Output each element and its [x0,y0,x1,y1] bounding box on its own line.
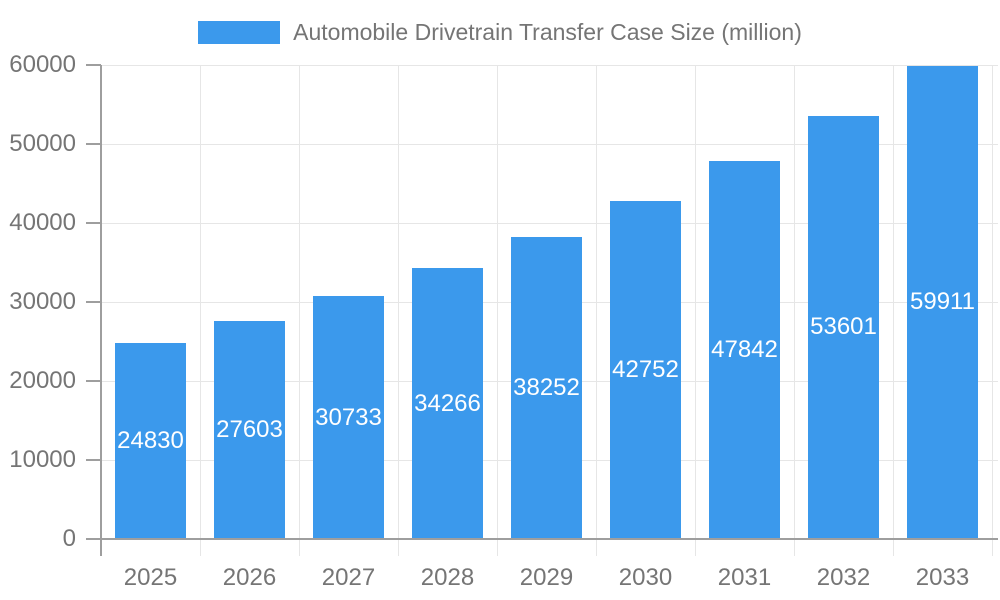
bar-value-label: 47842 [711,336,778,364]
y-tick-label: 40000 [9,209,76,236]
y-tick [86,380,101,382]
bar-value-label: 30733 [315,403,382,431]
legend-title: Automobile Drivetrain Transfer Case Size… [293,19,802,45]
bar[interactable] [412,268,483,539]
bar-value-label: 42752 [612,356,679,384]
y-tick-label: 60000 [9,51,76,78]
v-gridline [199,65,201,556]
bar[interactable] [115,342,186,539]
bar[interactable] [907,65,978,539]
legend[interactable]: Automobile Drivetrain Transfer Case Size… [0,19,1000,46]
x-tick-label: 2025 [123,564,178,591]
x-tick-label: 2027 [321,564,376,591]
bar-value-label: 59911 [910,288,975,316]
y-tick-label: 0 [62,525,76,552]
x-tick-label: 2026 [222,564,277,591]
x-axis-line [86,538,998,540]
x-tick-label: 2029 [519,564,574,591]
bar-value-label: 24830 [117,426,184,454]
y-axis-line [100,65,102,556]
v-gridline [595,65,597,556]
bar[interactable] [511,236,582,539]
y-tick-label: 50000 [9,130,76,157]
bar[interactable] [808,115,879,539]
v-gridline [694,65,696,556]
bar[interactable] [214,320,285,539]
bar[interactable] [313,296,384,539]
bar-value-label: 53601 [810,313,877,341]
v-gridline [991,65,993,556]
v-gridline [397,65,399,556]
x-tick-label: 2028 [420,564,475,591]
y-tick [86,301,101,303]
v-gridline [496,65,498,556]
y-tick-label: 10000 [9,446,76,473]
x-tick-label: 2032 [816,564,871,591]
v-gridline [892,65,894,556]
bar-value-label: 38252 [513,373,580,401]
bar[interactable] [610,201,681,539]
y-tick [86,143,101,145]
h-gridline [101,222,998,224]
x-tick-label: 2031 [717,564,772,591]
y-tick [86,222,101,224]
v-gridline [793,65,795,556]
y-tick [86,459,101,461]
x-tick-label: 2033 [915,564,970,591]
h-gridline [101,143,998,145]
legend-swatch[interactable] [198,21,281,44]
x-tick-label: 2030 [618,564,673,591]
bar-value-label: 34266 [414,389,481,417]
v-gridline [298,65,300,556]
bar[interactable] [709,161,780,539]
h-gridline [101,64,998,66]
y-tick [86,64,101,66]
y-tick-label: 20000 [9,367,76,394]
y-tick-label: 30000 [9,288,76,315]
bar-value-label: 27603 [216,415,283,443]
